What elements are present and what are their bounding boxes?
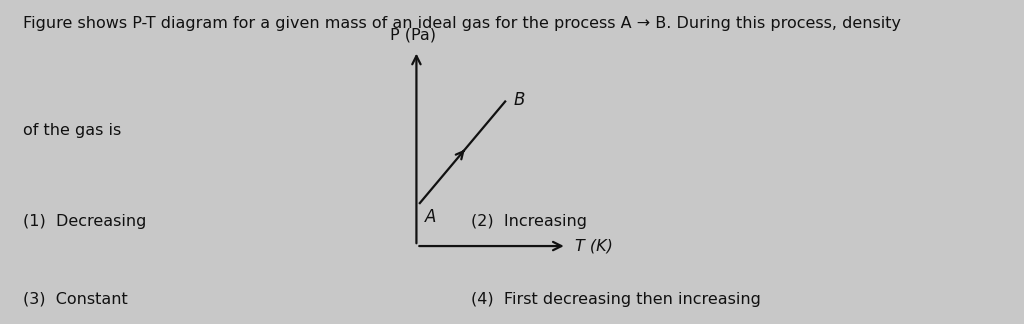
- Text: Figure shows P-T diagram for a given mass of an ideal gas for the process A → B.: Figure shows P-T diagram for a given mas…: [23, 16, 900, 31]
- Text: P (Pa): P (Pa): [390, 28, 436, 43]
- Text: (4)  First decreasing then increasing: (4) First decreasing then increasing: [471, 292, 761, 307]
- Text: B: B: [513, 91, 524, 109]
- Text: (1)  Decreasing: (1) Decreasing: [23, 214, 145, 229]
- Text: (3)  Constant: (3) Constant: [23, 292, 127, 307]
- Text: (2)  Increasing: (2) Increasing: [471, 214, 587, 229]
- Text: T (K): T (K): [574, 238, 612, 254]
- Text: A: A: [425, 208, 436, 226]
- Text: of the gas is: of the gas is: [23, 123, 121, 138]
